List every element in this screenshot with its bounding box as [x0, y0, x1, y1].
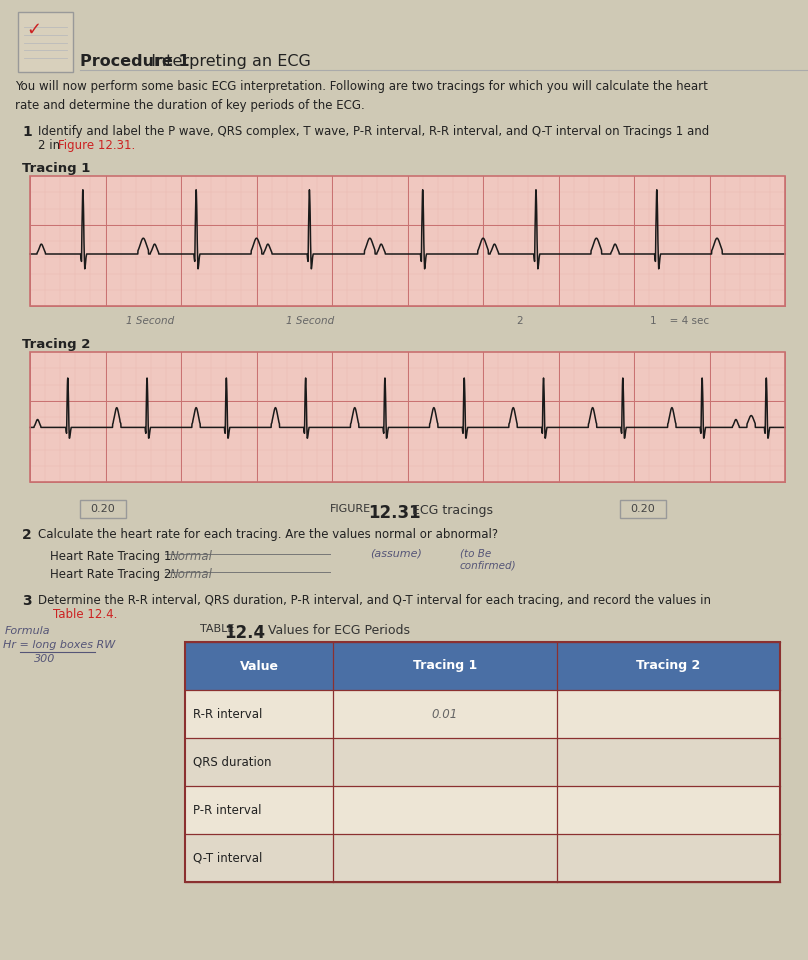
Bar	[620, 500, 666, 518]
Text: Normal: Normal	[170, 568, 213, 581]
Bar	[185, 738, 780, 786]
Bar	[185, 690, 780, 738]
Text: ✓: ✓	[26, 21, 41, 39]
Text: Identify and label the P wave, QRS complex, T wave, P-R interval, R-R interval, : Identify and label the P wave, QRS compl…	[38, 125, 709, 138]
Text: Interpreting an ECG: Interpreting an ECG	[141, 54, 311, 69]
Bar	[30, 176, 785, 306]
Text: 2: 2	[516, 316, 524, 326]
Bar	[185, 642, 780, 882]
Text: QRS duration: QRS duration	[193, 756, 271, 769]
Text: Heart Rate Tracing 2:: Heart Rate Tracing 2:	[50, 568, 175, 581]
Text: (assume): (assume)	[370, 548, 422, 558]
Text: Determine the R-R interval, QRS duration, P-R interval, and Q-T interval for eac: Determine the R-R interval, QRS duration…	[38, 594, 711, 607]
Text: Formula: Formula	[5, 626, 51, 636]
Bar	[185, 834, 780, 882]
Text: 2 in: 2 in	[38, 139, 64, 152]
Text: Tracing 1: Tracing 1	[413, 660, 478, 673]
Text: R-R interval: R-R interval	[193, 708, 263, 721]
Text: 2: 2	[22, 528, 32, 542]
Text: 0.20: 0.20	[630, 504, 655, 514]
Text: TABLE: TABLE	[200, 624, 234, 634]
Text: 1 Second: 1 Second	[286, 316, 335, 326]
Text: Tracing 1: Tracing 1	[22, 162, 90, 175]
Text: Procedure 1: Procedure 1	[80, 54, 190, 69]
Text: Normal: Normal	[170, 550, 213, 563]
Bar	[185, 786, 780, 834]
Bar	[30, 352, 785, 482]
Text: Hr = long boxes RW: Hr = long boxes RW	[3, 640, 116, 650]
Text: ECG tracings: ECG tracings	[408, 504, 493, 517]
Text: FIGURE: FIGURE	[330, 504, 371, 514]
Text: 0.01: 0.01	[431, 708, 458, 721]
Text: Calculate the heart rate for each tracing. Are the values normal or abnormal?: Calculate the heart rate for each tracin…	[38, 528, 498, 541]
Text: 1    = 4 sec: 1 = 4 sec	[650, 316, 709, 326]
Text: Q-T interval: Q-T interval	[193, 852, 263, 865]
Text: Tracing 2: Tracing 2	[637, 660, 701, 673]
Text: 1: 1	[22, 125, 32, 139]
Text: 12.31: 12.31	[368, 504, 421, 522]
Text: 3: 3	[22, 594, 32, 608]
Bar	[185, 642, 780, 690]
Text: Heart Rate Tracing 1:: Heart Rate Tracing 1:	[50, 550, 175, 563]
Bar	[18, 12, 73, 72]
Text: Values for ECG Periods: Values for ECG Periods	[264, 624, 410, 637]
Text: Figure 12.31.: Figure 12.31.	[58, 139, 135, 152]
Text: Value: Value	[239, 660, 279, 673]
Text: Table 12.4.: Table 12.4.	[38, 608, 117, 621]
Text: (to Be
confirmed): (to Be confirmed)	[460, 548, 516, 570]
Bar	[80, 500, 126, 518]
Text: 1 Second: 1 Second	[126, 316, 175, 326]
Text: 0.20: 0.20	[90, 504, 116, 514]
Text: Tracing 2: Tracing 2	[22, 338, 90, 351]
Text: P-R interval: P-R interval	[193, 804, 262, 817]
Bar	[30, 352, 785, 482]
Text: 12.4: 12.4	[224, 624, 265, 642]
Bar	[30, 176, 785, 306]
Text: 300: 300	[34, 654, 56, 664]
Text: You will now perform some basic ECG interpretation. Following are two tracings f: You will now perform some basic ECG inte…	[15, 80, 708, 111]
